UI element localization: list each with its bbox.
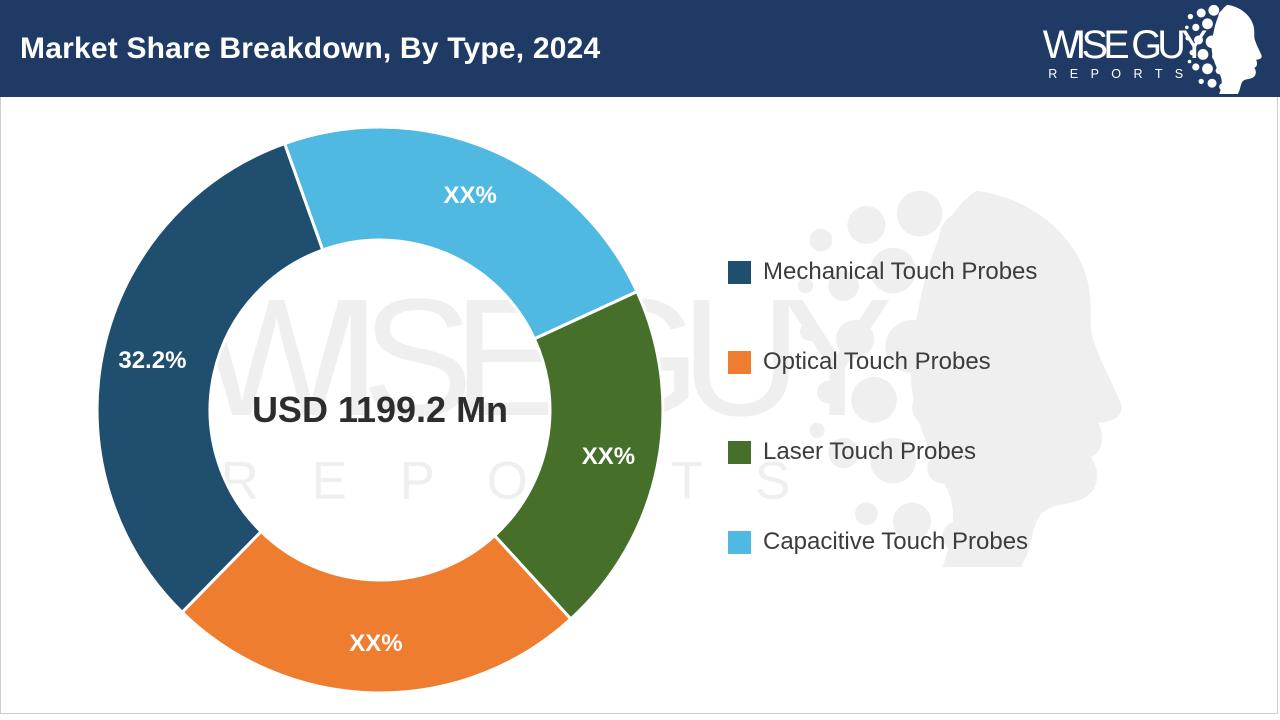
segment-percent-label: XX% — [582, 443, 635, 470]
legend-swatch-laser — [728, 440, 751, 464]
legend-label: Capacitive Touch Probes — [763, 528, 1029, 555]
legend-swatch-mechanical — [728, 260, 751, 284]
legend-item-laser: Laser Touch Probes — [728, 430, 1037, 474]
segment-percent-labels: XX% XX% XX% 32.2% — [118, 182, 635, 657]
legend-swatch-capacitive — [728, 530, 751, 554]
segment-percent-label: XX% — [444, 182, 497, 209]
legend-label: Optical Touch Probes — [763, 348, 991, 375]
donut-segments — [95, 125, 665, 695]
legend-label: Laser Touch Probes — [763, 438, 977, 465]
legend-label: Mechanical Touch Probes — [763, 258, 1038, 285]
header-bar: Market Share Breakdown, By Type, 2024 — [0, 0, 1280, 97]
segment-percent-label: XX% — [349, 630, 402, 657]
center-value: USD 1199.2 Mn — [252, 389, 508, 430]
wise-guy-reports-logo — [1042, 4, 1262, 94]
donut-segment-laser-touch-probes — [492, 289, 665, 622]
segment-percent-label: 32.2% — [118, 347, 186, 374]
donut-segment-capacitive-touch-probes — [282, 125, 639, 341]
donut-chart: XX% XX% XX% 32.2% USD 1199.2 Mn — [95, 125, 665, 695]
legend-item-mechanical: Mechanical Touch Probes — [728, 250, 1037, 294]
legend-item-capacitive: Capacitive Touch Probes — [728, 520, 1037, 564]
donut-segment-mechanical-touch-probes — [95, 141, 325, 615]
chart-legend: Mechanical Touch Probes Optical Touch Pr… — [728, 250, 1037, 610]
legend-item-optical: Optical Touch Probes — [728, 340, 1037, 384]
page-title: Market Share Breakdown, By Type, 2024 — [20, 31, 601, 65]
legend-swatch-optical — [728, 350, 751, 374]
donut-segment-optical-touch-probes — [179, 529, 573, 695]
